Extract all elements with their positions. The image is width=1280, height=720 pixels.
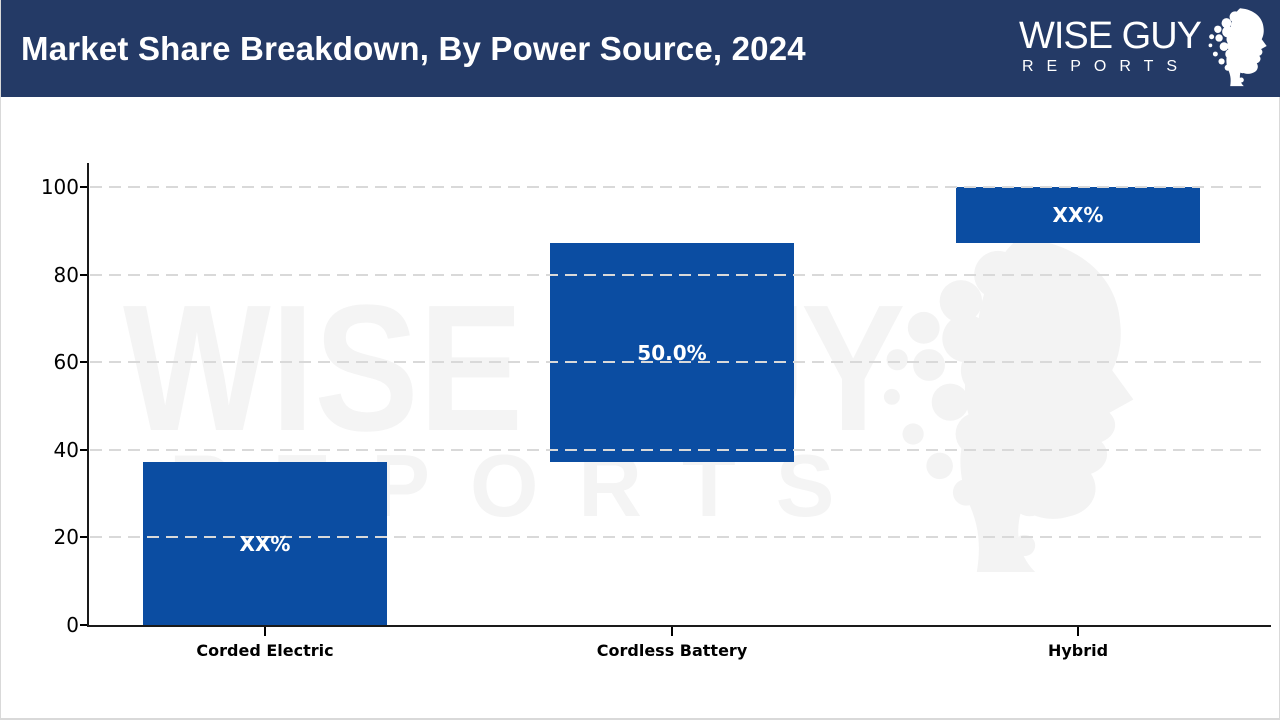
chart-area: WISE G U Y REPORTS XX%50.0%XX%0204060801… [1, 97, 1280, 718]
bar-value-label: 50.0% [637, 340, 707, 365]
y-tick-label: 100 [40, 175, 79, 199]
gridline [90, 273, 1264, 276]
gridline [90, 186, 1264, 188]
category-label-corded-electric: Corded Electric [196, 641, 334, 660]
page-title: Market Share Breakdown, By Power Source,… [21, 29, 806, 67]
y-tick-label: 40 [53, 437, 79, 462]
gridline [90, 536, 1264, 539]
y-tick-label: 60 [53, 350, 79, 375]
header-bar: Market Share Breakdown, By Power Source,… [1, 0, 1280, 97]
y-axis-line [87, 163, 89, 627]
bar-value-label: XX% [239, 531, 291, 556]
category-label-cordless-battery: Cordless Battery [596, 641, 748, 660]
y-tick-label: 0 [66, 613, 79, 637]
watermark-wise: WISE [123, 268, 524, 469]
bar-corded-electric [143, 462, 387, 625]
category-label-hybrid: Hybrid [1047, 641, 1109, 660]
bar-cordless-battery [550, 243, 794, 463]
x-tick-mark [264, 627, 266, 636]
y-tick-mark [80, 186, 89, 188]
logo-wordmark: WISE GUY [1018, 14, 1202, 57]
y-tick-mark [80, 624, 89, 626]
wiseguy-head-icon [1203, 5, 1271, 87]
x-tick-mark [671, 627, 673, 636]
logo-subtext: REPORTS [1021, 57, 1191, 75]
y-tick-mark [80, 361, 89, 364]
wiseguy-logo: WISE GUY REPORTS [1019, 5, 1271, 87]
y-tick-mark [80, 273, 89, 276]
gridline [90, 448, 1264, 451]
logo-text: WISE GUY REPORTS [1018, 14, 1202, 77]
x-tick-mark [1077, 627, 1079, 636]
bar-hybrid [956, 187, 1200, 244]
bar-value-label: XX% [1052, 203, 1104, 228]
y-tick-mark [80, 536, 89, 539]
watermark-head-icon [856, 227, 1156, 572]
watermark-letter-y: Y [801, 268, 906, 469]
y-tick-label: 80 [53, 262, 79, 287]
x-axis-line [87, 625, 1271, 627]
y-tick-mark [80, 448, 89, 451]
gridline [90, 361, 1264, 364]
y-tick-label: 20 [53, 525, 79, 550]
